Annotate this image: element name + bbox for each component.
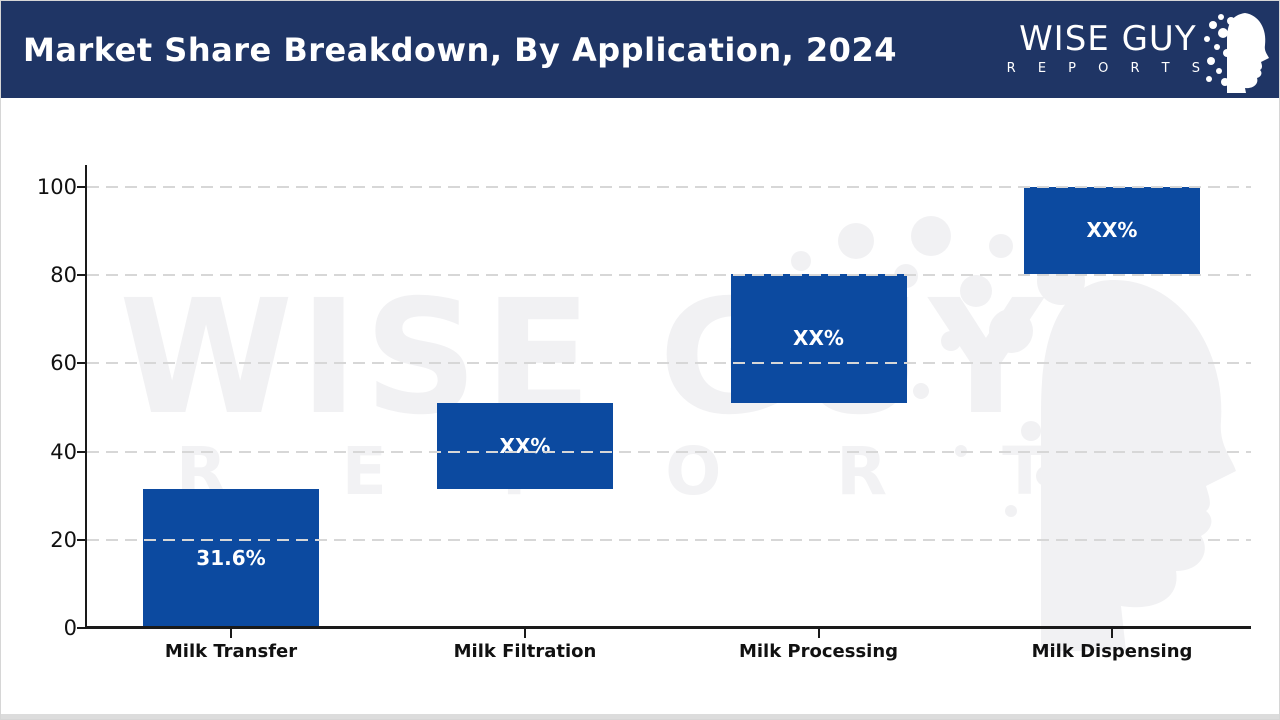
y-tick-label-0: 0 (63, 616, 77, 640)
footer-strip (1, 714, 1279, 719)
bar-value-label: XX% (1086, 218, 1138, 243)
bar-milk-processing: XX% (730, 273, 907, 404)
x-tick-mark-1 (230, 629, 232, 638)
y-tick-mark-100 (77, 186, 85, 188)
gridline-60 (87, 362, 1251, 365)
gridline-40 (87, 450, 1251, 453)
y-tick-mark-20 (77, 538, 85, 541)
gridline-100 (87, 186, 1251, 188)
brand-name: WISE GUY (1019, 19, 1197, 59)
y-tick-label-80: 80 (50, 263, 77, 288)
x-tick-label-milk-transfer: Milk Transfer (164, 641, 298, 662)
bar-value-label: XX% (793, 326, 844, 351)
bar-value-label: XX% (499, 433, 551, 458)
bar-milk-transfer: 31.6% (143, 488, 319, 628)
y-tick-mark-80 (77, 274, 85, 277)
bar-value-label: 31.6% (196, 546, 266, 571)
x-axis-spine (85, 626, 1251, 629)
brand-logo-text: WISE GUY R E P O R T S (1007, 19, 1209, 76)
y-tick-mark-60 (77, 362, 85, 365)
x-tick-label-milk-processing: Milk Processing (738, 641, 899, 662)
y-tick-mark-0 (77, 627, 85, 629)
brand-head-icon (1204, 13, 1269, 93)
y-tick-label-20: 20 (50, 527, 77, 552)
header-bar: Market Share Breakdown, By Application, … (1, 1, 1279, 98)
bar-milk-filtration: XX% (437, 403, 613, 489)
brand-logo: WISE GUY R E P O R T S (1007, 9, 1271, 93)
y-tick-label-100: 100 (36, 175, 77, 199)
x-tick-label-milk-filtration: Milk Filtration (453, 641, 597, 662)
x-tick-mark-2 (524, 629, 526, 638)
gridline-80 (87, 274, 1251, 277)
x-tick-mark-3 (817, 629, 820, 638)
y-tick-label-40: 40 (50, 439, 77, 464)
brand-subname: R E P O R T S (1006, 61, 1209, 76)
gridline-20 (87, 538, 1251, 541)
y-tick-mark-40 (77, 450, 85, 453)
y-axis-spine (85, 165, 87, 628)
y-tick-label-60: 60 (50, 351, 77, 376)
bar-milk-dispensing: XX% (1024, 187, 1200, 274)
page-title: Market Share Breakdown, By Application, … (23, 30, 897, 69)
x-tick-mark-4 (1111, 629, 1113, 638)
x-tick-label-milk-dispensing: Milk Dispensing (1031, 641, 1193, 662)
